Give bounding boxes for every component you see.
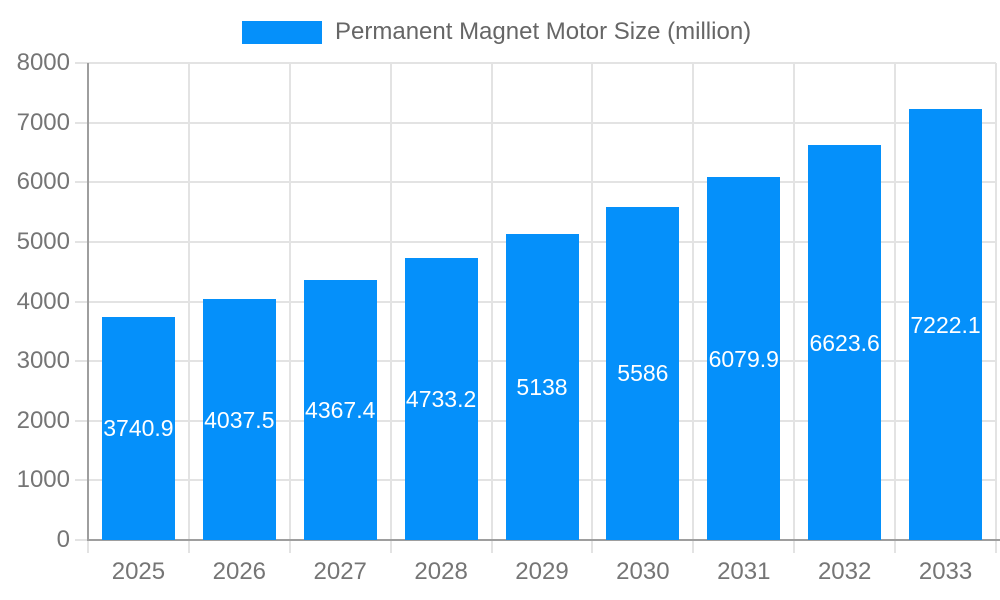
x-gridline — [995, 63, 997, 553]
y-axis-label: 3000 — [16, 347, 70, 375]
y-axis-label: 1000 — [16, 466, 70, 494]
y-axis-label: 2000 — [16, 406, 70, 434]
x-gridline — [591, 63, 594, 553]
x-axis-label: 2028 — [414, 558, 468, 585]
x-axis-label: 2031 — [717, 558, 771, 585]
y-axis-label: 6000 — [16, 168, 70, 196]
y-axis-label: 7000 — [16, 108, 70, 136]
bar[interactable] — [707, 177, 781, 540]
x-axis-label: 2027 — [313, 558, 367, 585]
x-axis-line — [87, 539, 1000, 541]
y-axis-label: 0 — [56, 526, 70, 553]
legend-item[interactable]: Permanent Magnet Motor Size (million) — [242, 18, 751, 46]
bar[interactable] — [808, 145, 882, 540]
x-axis-label: 2026 — [212, 558, 267, 585]
bar[interactable] — [101, 316, 175, 540]
x-gridline — [490, 63, 493, 553]
x-axis-label: 2030 — [616, 558, 670, 585]
y-gridline — [75, 121, 996, 124]
bar[interactable] — [606, 206, 680, 540]
legend-swatch — [242, 20, 322, 44]
bar[interactable] — [505, 233, 579, 540]
bar[interactable] — [303, 279, 377, 540]
x-axis-label: 2033 — [918, 558, 973, 585]
bar-value-label: 5586 — [617, 360, 669, 387]
x-axis-label: 2029 — [515, 558, 569, 585]
x-axis-label: 2025 — [111, 558, 166, 585]
y-axis-label: 5000 — [16, 227, 70, 255]
bar-value-label: 4037.5 — [204, 406, 275, 433]
y-axis-label: 8000 — [16, 49, 70, 76]
bar[interactable] — [404, 257, 478, 540]
bar-value-label: 6623.6 — [809, 329, 880, 356]
x-axis-label: 2032 — [817, 558, 872, 585]
x-gridline — [187, 63, 190, 553]
y-axis-label: 4000 — [16, 287, 70, 315]
x-gridline — [793, 63, 796, 553]
x-gridline — [894, 63, 897, 553]
bar-value-label: 3740.9 — [103, 415, 174, 442]
bar-value-label: 5138 — [516, 373, 568, 400]
bar-value-label: 4733.2 — [405, 385, 477, 412]
x-gridline — [389, 63, 392, 553]
bar-value-label: 6079.9 — [708, 345, 779, 372]
y-gridline — [75, 181, 996, 184]
bar[interactable] — [909, 109, 983, 540]
bar-value-label: 7222.1 — [910, 311, 981, 338]
x-gridline — [692, 63, 695, 553]
bar[interactable] — [202, 299, 276, 540]
y-axis-line — [87, 63, 89, 541]
legend-label: Permanent Magnet Motor Size (million) — [335, 18, 752, 45]
y-gridline — [75, 62, 996, 64]
x-gridline — [288, 63, 291, 553]
bar-value-label: 4367.4 — [305, 396, 376, 423]
